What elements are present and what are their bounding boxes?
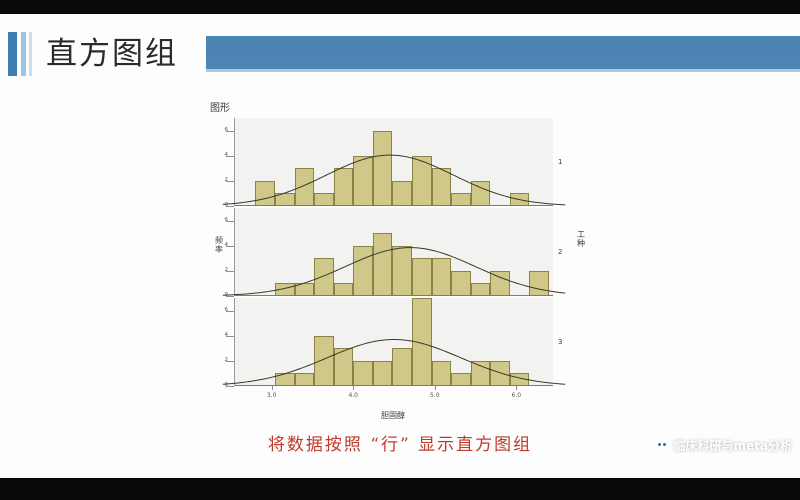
title-banner-bar xyxy=(206,36,800,69)
x-axis-tick-label: 6.0 xyxy=(511,392,522,399)
y-axis-tick xyxy=(226,270,234,272)
histogram-panel-3: 0 2 4 6 3.0 4.0 5.0 6.0 xyxy=(234,298,553,399)
x-axis-title: 胆固醇 xyxy=(381,411,405,420)
y-axis-title-char: 频 xyxy=(215,236,223,245)
y-axis-tick xyxy=(226,155,234,157)
slide-canvas: 直方图组 图形 频率 0 2 4 6 0 2 4 6 0 2 4 6 3.0 4.0 5.0 6.0 胆固醇 … xyxy=(0,14,800,478)
y-axis-tick-label: 0 xyxy=(224,202,229,208)
panel-plot-area: 0 2 4 6 3.0 4.0 5.0 6.0 xyxy=(235,298,553,399)
x-axis-tick xyxy=(516,386,518,390)
x-axis-tick-label: 3.0 xyxy=(266,392,277,399)
normal-distribution-curve xyxy=(235,118,553,206)
slide-caption: 将数据按照 “行” 显示直方图组 xyxy=(267,435,533,455)
y-axis-tick xyxy=(226,360,234,362)
y-axis-tick-label: 4 xyxy=(224,151,229,158)
y-axis-tick-label: 6 xyxy=(224,126,229,133)
y-axis-tick xyxy=(226,296,234,297)
x-axis-line xyxy=(235,385,553,386)
panel-group-title: 工种 xyxy=(574,230,588,248)
watermark: 临床科研与meta分析 xyxy=(654,437,792,454)
title-accent-bar-primary xyxy=(8,32,17,76)
page-title: 直方图组 xyxy=(46,36,178,72)
y-axis-tick-label: 4 xyxy=(224,241,229,248)
panel-group-title-char: 种 xyxy=(577,239,585,248)
letterbox-top xyxy=(0,0,800,14)
title-accent-bar-secondary xyxy=(21,32,26,76)
y-axis-tick xyxy=(226,386,234,387)
x-axis-tick xyxy=(271,386,273,390)
y-axis-tick-label: 0 xyxy=(224,382,229,388)
y-axis-tick xyxy=(226,245,234,247)
normal-distribution-curve xyxy=(235,298,553,386)
y-axis-tick-label: 6 xyxy=(224,216,229,223)
x-axis-line xyxy=(235,205,553,206)
x-axis-tick xyxy=(434,386,436,390)
x-axis-line xyxy=(235,295,553,296)
x-axis-tick-label: 5.0 xyxy=(429,392,440,399)
x-axis-tick-label: 4.0 xyxy=(348,392,358,399)
y-axis-tick xyxy=(226,335,234,337)
y-axis-title-char: 率 xyxy=(215,245,223,254)
y-axis-tick-label: 2 xyxy=(224,356,229,363)
normal-distribution-curve xyxy=(235,208,553,296)
y-axis-tick-label: 2 xyxy=(224,266,229,273)
y-axis-tick-label: 4 xyxy=(224,331,229,338)
watermark-text: 临床科研与meta分析 xyxy=(673,439,792,453)
y-axis-tick-label: 2 xyxy=(224,176,229,183)
y-axis-tick-label: 6 xyxy=(224,306,229,313)
panel-row-label-1: 1 xyxy=(558,158,563,166)
panel-group-title-char: 工 xyxy=(577,230,585,239)
histogram-panel-column: 0 2 4 6 0 2 4 6 0 2 4 6 3.0 4.0 5.0 6.0 xyxy=(234,118,553,399)
y-axis-title: 频率 xyxy=(212,236,226,254)
panel-row-label-3: 3 xyxy=(558,338,563,346)
watermark-logo-icon xyxy=(654,438,670,453)
panel-row-label-2: 2 xyxy=(558,248,563,256)
x-axis-tick xyxy=(353,386,355,390)
y-axis-tick xyxy=(226,180,234,182)
letterbox-bottom xyxy=(0,478,800,500)
y-axis-tick xyxy=(226,130,234,132)
y-axis-tick xyxy=(226,206,234,207)
figure-label: 图形 xyxy=(210,103,230,114)
y-axis-tick xyxy=(226,310,234,312)
title-banner-shadow xyxy=(206,69,800,72)
title-accent-bar-tertiary xyxy=(29,32,32,76)
y-axis-tick xyxy=(226,220,234,222)
